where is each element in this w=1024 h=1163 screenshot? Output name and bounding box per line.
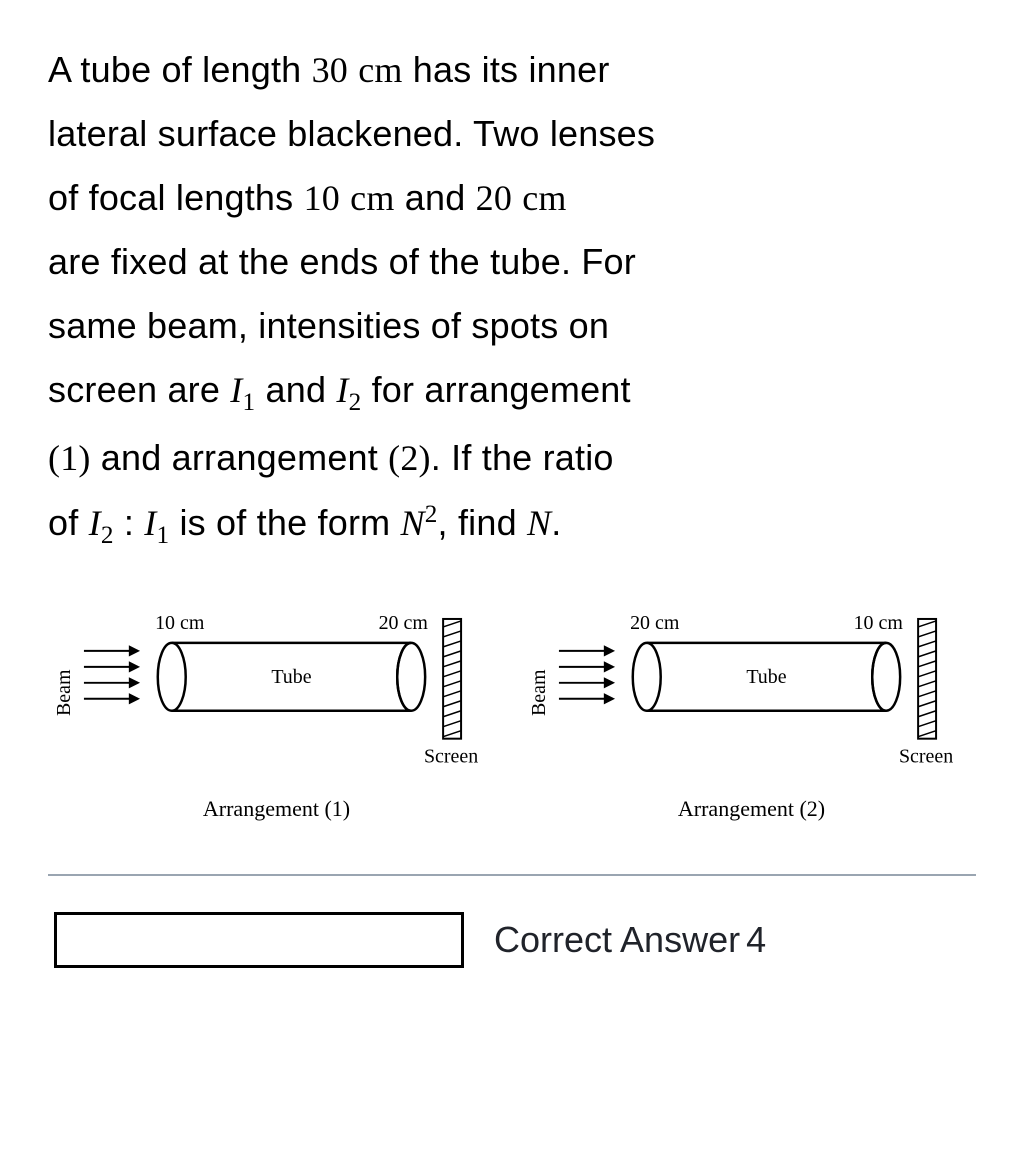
- q-line1-a: A tube of length: [48, 49, 312, 90]
- q-f2-unit: cm: [522, 178, 566, 218]
- q-I1-sub: 1: [243, 390, 256, 417]
- tube-label: Tube: [746, 665, 786, 687]
- arrangement-2-caption: Arrangement (2): [678, 796, 825, 822]
- answer-input[interactable]: [54, 912, 464, 968]
- q-line6-c: for arrangement: [361, 369, 630, 410]
- q-line8-a: of: [48, 502, 89, 543]
- q-f2: 20: [476, 178, 512, 218]
- screen-label: Screen: [899, 745, 953, 767]
- right-lens-label: 10 cm: [854, 611, 904, 633]
- arrangement-2-svg: Beam Tube: [527, 601, 976, 771]
- q-line6-a: screen are: [48, 369, 230, 410]
- q-tube-len-unit: cm: [358, 50, 402, 90]
- q-line8-c: is of the form: [169, 502, 400, 543]
- screen-icon: [443, 619, 461, 739]
- screen-label: Screen: [424, 745, 478, 767]
- arrangement-1-svg: Beam: [52, 601, 501, 771]
- q-I2: I: [336, 370, 348, 410]
- q-line1-b: has its inner: [403, 49, 610, 90]
- section-divider: [48, 874, 976, 876]
- arrangement-2: Beam Tube: [527, 601, 976, 823]
- screen-icon: [918, 619, 936, 739]
- page: A tube of length 30 cm has its inner lat…: [0, 0, 1024, 1008]
- answer-label-text: Correct Answer: [494, 919, 740, 960]
- answer-row: Correct Answer4: [48, 912, 976, 968]
- beam-arrows-icon: [84, 646, 138, 702]
- arrangement-1: Beam: [52, 601, 501, 823]
- beam-label: Beam: [53, 669, 75, 716]
- right-lens-label: 20 cm: [379, 611, 429, 633]
- q-N-exp: 2: [425, 501, 438, 528]
- q-line2: lateral surface blackened. Two lenses: [48, 113, 655, 154]
- q-paren1: (1): [48, 438, 91, 478]
- q-line7-a: and arrangement: [91, 437, 389, 478]
- q-line7-b: . If the ratio: [431, 437, 614, 478]
- q-line3-a: of focal lengths: [48, 177, 304, 218]
- beam-arrows-icon: [559, 646, 613, 702]
- q-f1: 10: [304, 178, 340, 218]
- q-ratio-a-sub: 2: [101, 522, 114, 549]
- q-ratio-b-sub: 1: [156, 522, 169, 549]
- tube-label: Tube: [271, 665, 311, 687]
- q-f1-unit: cm: [350, 178, 394, 218]
- q-tube-length: 30: [312, 50, 348, 90]
- beam-label: Beam: [528, 669, 550, 716]
- arrangement-1-caption: Arrangement (1): [203, 796, 350, 822]
- question-text: A tube of length 30 cm has its inner lat…: [48, 38, 976, 559]
- answer-label: Correct Answer4: [494, 919, 766, 961]
- q-I2-sub: 2: [349, 390, 362, 417]
- q-line6-b: and: [255, 369, 336, 410]
- q-line8-e: .: [551, 502, 561, 543]
- figures-row: Beam: [48, 601, 976, 823]
- q-I1: I: [230, 370, 242, 410]
- q-ratio-b: I: [144, 503, 156, 543]
- q-line8-d: , find: [438, 502, 527, 543]
- left-lens-label: 10 cm: [155, 611, 205, 633]
- q-ratio-a: I: [89, 503, 101, 543]
- q-line8-b: :: [114, 502, 145, 543]
- q-N: N: [401, 503, 425, 543]
- left-lens-label: 20 cm: [630, 611, 680, 633]
- q-line3-b: and: [395, 177, 476, 218]
- q-paren2: (2): [388, 438, 431, 478]
- q-N2: N: [527, 503, 551, 543]
- answer-value: 4: [746, 919, 766, 960]
- q-line5: same beam, intensities of spots on: [48, 305, 609, 346]
- q-line4: are fixed at the ends of the tube. For: [48, 241, 636, 282]
